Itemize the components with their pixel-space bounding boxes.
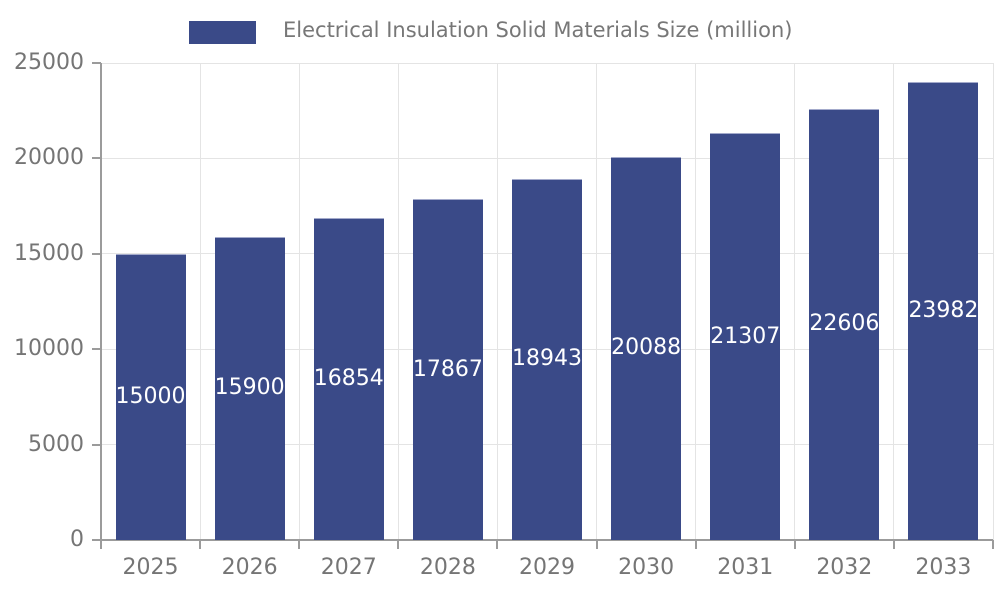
y-axis-tick: [92, 252, 101, 255]
x-axis-tick-label: 2032: [816, 555, 873, 580]
chart-legend[interactable]: Electrical Insulation Solid Materials Si…: [189, 16, 792, 45]
x-axis-tick: [793, 540, 796, 549]
y-axis-tick-label: 20000: [14, 145, 84, 171]
bar-2027[interactable]: [313, 218, 384, 540]
bar-2031[interactable]: [710, 133, 781, 540]
x-axis-tick: [199, 540, 202, 549]
legend-swatch: [189, 20, 256, 44]
x-axis-tick: [992, 540, 994, 549]
x-gridline: [893, 63, 895, 540]
x-gridline: [298, 63, 300, 540]
y-axis-tick-label: 25000: [14, 50, 84, 75]
bar-value-label: 22606: [809, 311, 880, 337]
x-gridline: [596, 63, 598, 540]
bar-value-label: 15900: [214, 375, 285, 401]
x-gridline: [794, 63, 796, 540]
bar-2032[interactable]: [809, 108, 880, 540]
y-axis-tick: [92, 157, 101, 160]
y-axis-tick-label: 5000: [28, 431, 84, 457]
y-axis-tick-label: 15000: [14, 240, 84, 266]
y-gridline: [101, 157, 993, 159]
legend-label: Electrical Insulation Solid Materials Si…: [283, 18, 793, 42]
bar-2026[interactable]: [214, 236, 285, 540]
bar-2025[interactable]: [115, 253, 186, 540]
y-axis-tick: [92, 443, 101, 446]
bar-2029[interactable]: [512, 178, 582, 540]
x-gridline: [397, 63, 399, 540]
y-axis-tick: [92, 348, 101, 351]
x-axis-tick-label: 2033: [915, 555, 972, 580]
y-axis-tick-label: 10000: [14, 336, 84, 362]
bar-2033[interactable]: [908, 82, 979, 540]
x-gridline: [496, 63, 498, 540]
x-axis-tick-label: 2026: [221, 555, 278, 580]
bar-value-label: 15000: [115, 383, 186, 409]
bar-value-label: 16854: [313, 366, 384, 392]
x-gridline: [992, 63, 994, 540]
x-axis-tick: [496, 540, 499, 549]
y-gridline: [101, 62, 993, 64]
x-gridline: [695, 63, 697, 540]
bar-2028[interactable]: [412, 199, 483, 540]
x-axis-tick: [298, 540, 301, 549]
x-axis-tick-label: 2031: [717, 555, 774, 580]
bar-2030[interactable]: [611, 156, 682, 540]
x-axis-tick-label: 2027: [320, 555, 377, 580]
bar-value-label: 18943: [512, 346, 582, 372]
x-axis-line: [101, 539, 993, 541]
bar-value-label: 23982: [908, 298, 979, 324]
x-axis-tick-label: 2025: [122, 555, 179, 580]
x-gridline: [199, 63, 201, 540]
x-axis-tick-label: 2028: [419, 555, 476, 580]
x-axis-tick-label: 2030: [618, 555, 675, 580]
bar-value-label: 21307: [710, 323, 781, 349]
x-axis-tick: [892, 540, 895, 549]
x-axis-tick: [595, 540, 598, 549]
y-axis-tick: [92, 539, 101, 541]
y-axis-line: [100, 63, 102, 549]
bar-value-label: 20088: [611, 335, 682, 361]
y-axis-tick-label: 0: [70, 527, 84, 552]
x-axis-tick-label: 2029: [518, 555, 575, 580]
x-axis-tick: [694, 540, 697, 549]
x-axis-tick: [397, 540, 400, 549]
y-axis-tick: [92, 62, 101, 64]
bar-value-label: 17867: [412, 356, 483, 382]
